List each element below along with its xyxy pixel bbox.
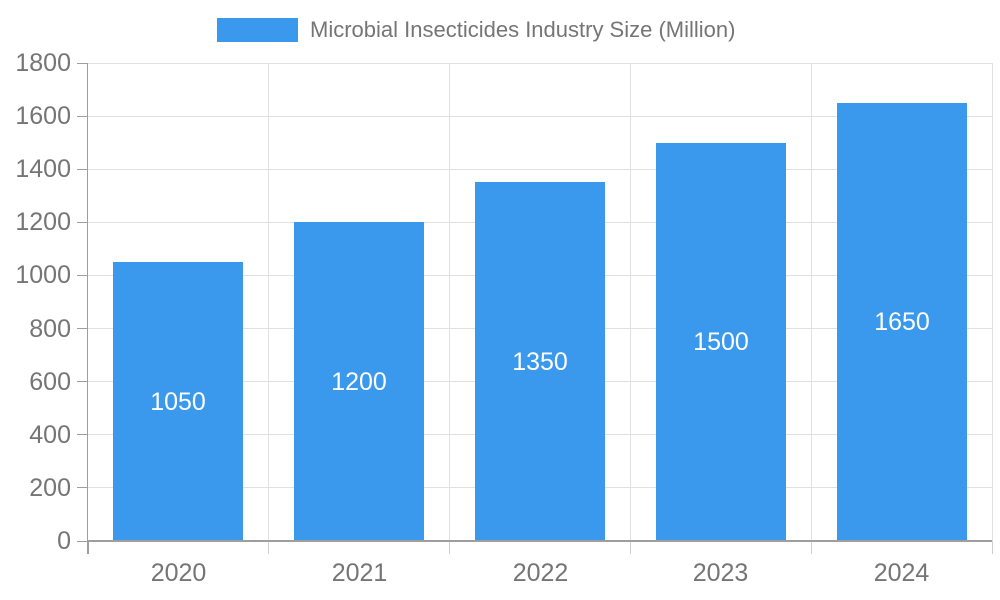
y-tick: [77, 540, 88, 542]
x-axis-label: 2023: [692, 559, 749, 587]
x-gridline: [268, 63, 270, 541]
x-tick: [268, 541, 270, 554]
legend: Microbial Insecticides Industry Size (Mi…: [0, 0, 1000, 55]
bar: 1650: [837, 103, 967, 541]
y-axis-label: 1400: [15, 155, 71, 184]
x-axis-label: 2022: [512, 559, 569, 587]
bar-value-label: 1200: [331, 367, 387, 396]
bar: 1200: [294, 222, 424, 541]
y-tick: [77, 168, 88, 170]
bar-value-label: 1350: [512, 347, 568, 376]
y-gridline: [88, 62, 992, 64]
x-tick: [629, 541, 631, 554]
x-axis-label: 2020: [150, 559, 207, 587]
x-axis-line: [87, 540, 992, 542]
y-axis-label: 200: [29, 473, 71, 502]
y-axis-label: 1600: [15, 102, 71, 131]
y-axis-label: 600: [29, 367, 71, 396]
bar: 1500: [656, 143, 786, 541]
y-axis-label: 1800: [15, 49, 71, 77]
y-axis-line: [87, 63, 88, 554]
legend-swatch: [217, 18, 298, 42]
x-tick: [810, 541, 812, 554]
x-tick: [449, 541, 451, 554]
x-tick: [991, 541, 993, 554]
y-axis-label: 400: [29, 420, 71, 449]
y-tick: [77, 381, 88, 383]
bar-value-label: 1650: [874, 308, 930, 336]
y-tick: [77, 62, 88, 64]
x-gridline: [449, 63, 451, 541]
bar-value-label: 1500: [693, 328, 749, 356]
y-axis-label: 0: [57, 527, 71, 555]
x-axis-label: 2021: [331, 559, 388, 587]
y-gridline: [88, 115, 992, 117]
y-axis-label: 1000: [15, 261, 71, 290]
y-tick: [77, 487, 88, 489]
legend-label: Microbial Insecticides Industry Size (Mi…: [310, 17, 736, 42]
y-tick: [77, 221, 88, 223]
y-tick: [77, 274, 88, 276]
y-axis-label: 1200: [15, 208, 71, 237]
bar: 1350: [475, 182, 605, 541]
x-gridline: [629, 63, 631, 541]
x-axis-label: 2024: [873, 559, 930, 587]
y-axis-label: 800: [29, 314, 71, 343]
y-gridline: [88, 168, 992, 170]
x-tick: [87, 541, 89, 554]
bar-value-label: 1050: [150, 387, 206, 416]
x-gridline: [810, 63, 812, 541]
y-tick: [77, 115, 88, 117]
x-gridline: [991, 63, 993, 541]
bar: 1050: [113, 262, 243, 541]
y-tick: [77, 434, 88, 436]
y-tick: [77, 328, 88, 330]
